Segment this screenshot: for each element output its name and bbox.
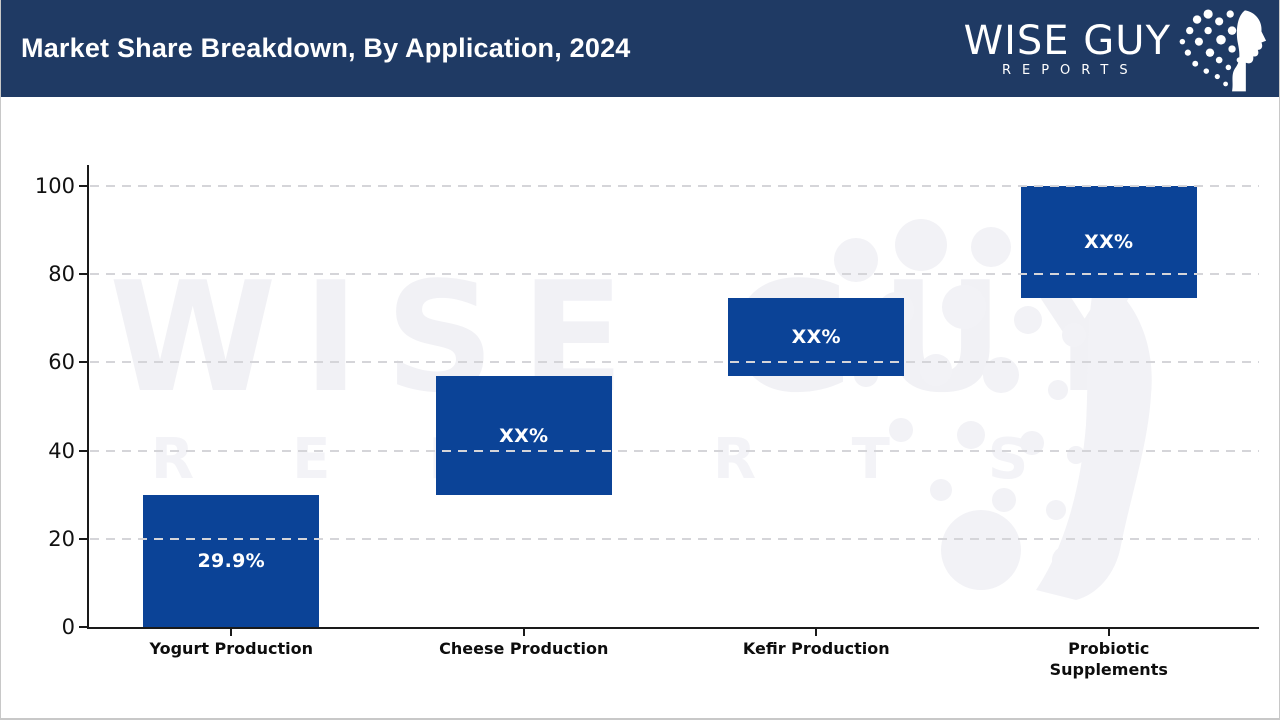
x-axis-tick-mark — [1107, 629, 1110, 636]
wiseguy-logo: WISE GUY REPORTS — [964, 0, 1267, 97]
bar-value-label: XX% — [1084, 231, 1134, 254]
header-bar: Market Share Breakdown, By Application, … — [1, 0, 1279, 97]
y-axis-tick-mark — [79, 626, 87, 628]
bar-value-label: 29.9% — [197, 550, 265, 573]
y-axis-tick-mark — [79, 537, 87, 540]
gridline-80 — [90, 273, 1259, 276]
x-axis-line — [87, 627, 1259, 629]
y-axis-tick-mark — [79, 449, 87, 452]
y-axis-tick-label: 40 — [48, 438, 75, 463]
y-axis-tick-mark — [79, 185, 87, 187]
x-axis-tick-mark — [230, 629, 233, 636]
x-axis-category-label: Probiotic Supplements — [1049, 639, 1168, 679]
gridline-40 — [90, 449, 1259, 452]
y-axis-tick-mark — [79, 361, 87, 364]
logo-head-icon — [1179, 8, 1267, 91]
y-axis-tick-label: 20 — [48, 526, 75, 551]
bar-segment: XX% — [435, 376, 612, 496]
x-axis-category-label: Kefir Production — [742, 639, 890, 658]
y-axis-line — [87, 165, 89, 629]
bar-segment: 29.9% — [143, 495, 320, 627]
x-axis-category-label: Cheese Production — [439, 639, 609, 658]
logo-wordmark: WISE GUY — [963, 17, 1171, 64]
y-axis-tick-label: 80 — [48, 262, 75, 287]
gridline-60 — [90, 361, 1259, 364]
watermark-head-dots-icon — [812, 219, 1152, 600]
bar-segment: XX% — [728, 298, 905, 377]
y-axis-tick-label: 0 — [61, 615, 75, 639]
bar-value-label: XX% — [499, 424, 549, 447]
x-axis-category-label: Yogurt Production — [149, 639, 313, 658]
y-axis-tick-mark — [79, 273, 87, 276]
gridline-100 — [90, 185, 1259, 187]
bar-segment: XX% — [1020, 186, 1197, 299]
y-axis-tick-label: 60 — [48, 350, 75, 375]
x-axis-tick-mark — [522, 629, 525, 636]
gridline-20 — [90, 537, 1259, 540]
logo-subtitle: REPORTS — [1001, 62, 1139, 78]
page-title: Market Share Breakdown, By Application, … — [21, 33, 631, 63]
y-axis-tick-label: 100 — [34, 174, 75, 198]
bar-value-label: XX% — [791, 326, 841, 349]
x-axis-tick-mark — [815, 629, 818, 636]
